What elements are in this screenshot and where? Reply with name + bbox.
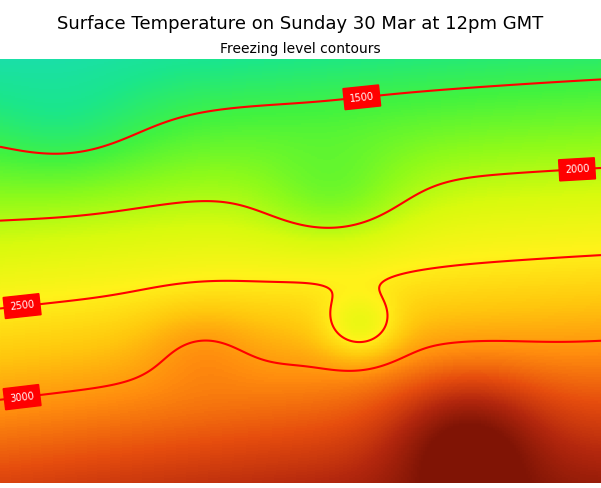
Text: Surface Temperature on Sunday 30 Mar at 12pm GMT: Surface Temperature on Sunday 30 Mar at … [57, 16, 544, 33]
Text: 3000: 3000 [10, 391, 35, 404]
Text: 2500: 2500 [9, 300, 35, 312]
Text: 2000: 2000 [564, 163, 590, 175]
Text: Freezing level contours: Freezing level contours [220, 42, 381, 56]
Text: 1500: 1500 [349, 91, 374, 103]
